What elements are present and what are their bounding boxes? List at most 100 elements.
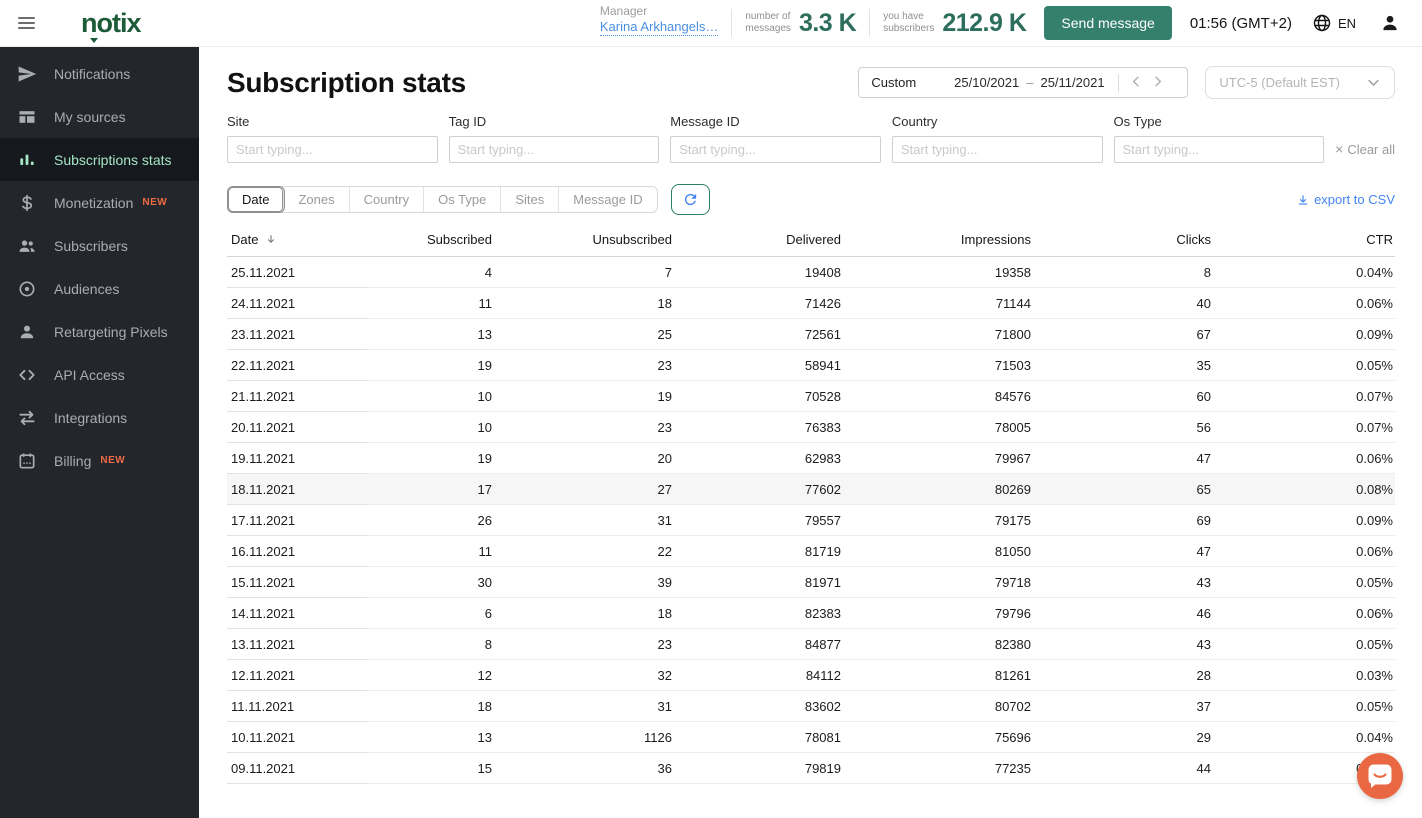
cell-delivered: 77602 [674,473,843,505]
cell-ctr: 0.06% [1213,597,1395,629]
column-header-impressions[interactable]: Impressions [843,228,1033,257]
cell-unsubscribed: 20 [494,442,674,474]
cell-clicks: 67 [1033,318,1213,350]
next-period-icon[interactable] [1149,73,1166,93]
tab-message-id[interactable]: Message ID [573,192,643,207]
cell-ctr: 0.05% [1213,628,1395,660]
cell-subscribed: 15 [367,752,494,784]
cell-subscribed: 17 [367,473,494,505]
cell-unsubscribed: 19 [494,380,674,412]
chat-bubble-icon [1368,764,1392,788]
cell-ctr: 0.07% [1213,411,1395,443]
cell-delivered: 84877 [674,628,843,660]
sidebar-item-monetization[interactable]: Monetization NEW [0,181,199,224]
column-header-subscribed[interactable]: Subscribed [367,228,494,257]
table-row: 17.11.2021 26 31 79557 79175 69 0.09% [227,504,1395,536]
logo: notix [81,7,141,43]
filter-input-tag-id[interactable] [448,136,660,163]
language-selector[interactable]: EN [1312,13,1356,33]
sidebar-item-billing[interactable]: Billing NEW [0,439,199,482]
cell-unsubscribed: 31 [494,690,674,722]
new-badge: NEW [100,455,126,466]
cell-impressions: 80269 [843,473,1033,505]
cell-date: 19.11.2021 [227,442,367,474]
manager-name-link[interactable]: Karina Arkhangels… [599,19,719,37]
filter-input-site[interactable] [227,136,438,163]
table-row: 23.11.2021 13 25 72561 71800 67 0.09% [227,318,1395,350]
sidebar-item-subscriptions-stats[interactable]: Subscriptions stats [0,138,199,181]
table-row: 18.11.2021 17 27 77602 80269 65 0.08% [227,473,1395,505]
timezone-select[interactable]: UTC-5 (Default EST) [1205,66,1395,99]
sidebar-item-integrations[interactable]: Integrations [0,396,199,439]
table-header-row: Date Subscribed Unsubscribed Delivered I… [227,228,1395,257]
sidebar-item-audiences[interactable]: Audiences [0,267,199,310]
filter-input-os-type[interactable] [1113,136,1325,163]
cell-impressions: 71144 [843,287,1033,319]
cell-ctr: 0.05% [1213,349,1395,381]
sidebar-item-subscribers[interactable]: Subscribers [0,224,199,267]
cell-delivered: 58941 [674,349,843,381]
tab-sites[interactable]: Sites [501,187,560,212]
column-header-delivered[interactable]: Delivered [674,228,843,257]
top-bar: notix Manager Karina Arkhangels… number … [0,0,1422,47]
cell-ctr: 0.09% [1213,318,1395,350]
cell-impressions: 75696 [843,721,1033,753]
sidebar-item-api-access[interactable]: API Access [0,353,199,396]
cell-impressions: 84576 [843,380,1033,412]
cell-unsubscribed: 31 [494,504,674,536]
date-range-start: 25/10/2021 [954,75,1020,90]
clear-all-button[interactable]: × Clear all [1335,141,1395,157]
menu-icon[interactable] [18,17,35,29]
send-message-button[interactable]: Send message [1044,6,1172,40]
filter-input-message-id[interactable] [670,136,881,163]
cell-date: 22.11.2021 [227,349,367,381]
cell-unsubscribed: 18 [494,287,674,319]
column-header-clicks[interactable]: Clicks [1033,228,1213,257]
cell-subscribed: 13 [367,318,494,350]
sidebar-item-my-sources[interactable]: My sources [0,95,199,138]
subscribers-stat: you have subscribers 212.9 K [883,9,1027,38]
refresh-button[interactable] [670,184,710,215]
main-content: Subscription stats Custom 25/10/2021 – 2… [199,47,1422,818]
tab-os-type[interactable]: Os Type [424,187,502,212]
cell-unsubscribed: 27 [494,473,674,505]
cell-ctr: 0.05% [1213,566,1395,598]
filter-bar: Site Tag ID Message ID Country Os Type ×… [227,114,1395,163]
cell-ctr: 0.06% [1213,442,1395,474]
cell-ctr: 0.04% [1213,256,1395,288]
filter-label-message-id: Message ID [670,114,740,129]
chevron-down-icon [1368,79,1379,86]
date-range-picker[interactable]: Custom 25/10/2021 – 25/11/2021 [858,67,1189,98]
export-csv-link[interactable]: export to CSV [1296,192,1395,207]
cell-impressions: 71800 [843,318,1033,350]
cell-date: 21.11.2021 [227,380,367,412]
cell-clicks: 37 [1033,690,1213,722]
cell-delivered: 70528 [674,380,843,412]
cell-date: 23.11.2021 [227,318,367,350]
user-account-icon[interactable] [1380,13,1400,33]
send-icon [17,64,38,84]
cell-unsubscribed: 7 [494,256,674,288]
cell-subscribed: 13 [367,721,494,753]
prev-period-icon[interactable] [1128,73,1145,93]
cell-unsubscribed: 18 [494,597,674,629]
cell-unsubscribed: 23 [494,628,674,660]
cell-delivered: 62983 [674,442,843,474]
filter-input-country[interactable] [891,136,1103,163]
sort-desc-icon [262,232,277,247]
cell-date: 16.11.2021 [227,535,367,567]
tab-zones[interactable]: Zones [284,187,350,212]
sidebar-item-notifications[interactable]: Notifications [0,52,199,95]
chat-widget-button[interactable] [1357,753,1403,799]
tab-date[interactable]: Date [228,187,285,212]
column-header-ctr[interactable]: CTR [1213,228,1395,257]
cell-impressions: 81050 [843,535,1033,567]
refresh-icon [684,193,696,206]
tab-country[interactable]: Country [350,187,425,212]
table-row: 14.11.2021 6 18 82383 79796 46 0.06% [227,597,1395,629]
column-header-date[interactable]: Date [227,228,367,257]
sidebar-item-retargeting-pixels[interactable]: Retargeting Pixels [0,310,199,353]
divider [869,9,871,37]
stats-table: Date Subscribed Unsubscribed Delivered I… [227,228,1395,784]
column-header-unsubscribed[interactable]: Unsubscribed [494,228,674,257]
